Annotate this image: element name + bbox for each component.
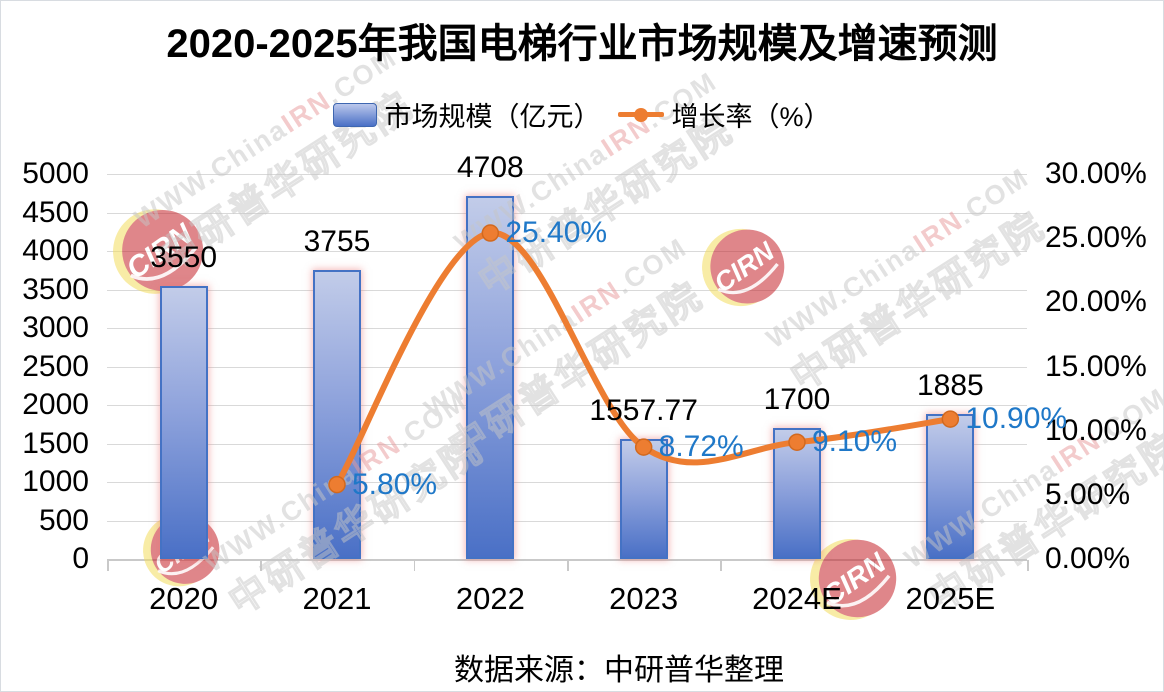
bar-2020 [159, 285, 208, 559]
legend-bar-label: 市场规模（亿元） [384, 102, 601, 132]
left-axis-tick-label: 1500 [22, 426, 89, 460]
right-axis-tick-label: 20.00% [1045, 285, 1147, 319]
legend: 市场规模（亿元） 增长率（%） [1, 95, 1163, 134]
line-marker-2022 [481, 224, 500, 242]
x-axis-tick [1027, 560, 1029, 571]
gridline [107, 251, 1027, 252]
right-axis-tick-label: 10.00% [1045, 413, 1147, 447]
line-marker-2025E [941, 410, 960, 428]
bar-value-label: 4708 [456, 151, 524, 185]
source-note: 数据来源：中研普华整理 [454, 654, 784, 687]
left-axis-tick-label: 5000 [22, 157, 89, 190]
left-axis-tick-label: 3000 [22, 311, 89, 344]
legend-item-growth-rate: 增长率（%） [618, 95, 831, 134]
line-value-label: 9.10% [812, 425, 898, 459]
gridline [107, 289, 1027, 291]
x-axis-tick [567, 560, 569, 571]
gridline [107, 443, 1027, 445]
line-value-label: 5.80% [352, 467, 438, 501]
x-axis-category-label: 2022 [455, 581, 525, 616]
right-axis-tick-label: 15.00% [1045, 349, 1147, 383]
x-axis-tick [107, 560, 109, 571]
legend-line-label: 增长率（%） [671, 102, 831, 132]
bar-value-label: 1700 [763, 383, 831, 417]
left-axis-tick-label: 1000 [22, 465, 89, 498]
gridline [107, 366, 1027, 368]
x-axis-category-label: 2020 [149, 581, 219, 616]
bar-2023 [619, 439, 668, 559]
left-axis-tick-label: 2000 [22, 388, 89, 421]
x-axis-category-label: 2021 [302, 581, 372, 616]
right-axis-tick-label: 25.00% [1045, 221, 1147, 255]
line-marker-2024E [788, 433, 806, 451]
gridline [107, 174, 1027, 175]
legend-item-market-size: 市场规模（亿元） [333, 95, 600, 134]
chart-title: 2020-2025年我国电梯行业市场规模及增速预测 [166, 22, 998, 66]
x-axis-category-label: 2024E [752, 581, 842, 616]
x-axis-category-label: 2023 [609, 581, 679, 616]
legend-line-marker-icon [618, 104, 665, 126]
gridline [107, 405, 1027, 406]
x-axis-tick [720, 560, 722, 571]
right-axis-tick-label: 0.00% [1045, 542, 1131, 575]
line-value-label: 25.40% [505, 216, 608, 250]
bar-2022 [466, 196, 515, 559]
x-axis-category-label: 2025E [905, 581, 996, 616]
legend-bar-swatch-icon [333, 102, 378, 127]
right-axis-tick-label: 5.00% [1045, 477, 1131, 511]
left-axis-tick-label: 500 [38, 503, 89, 537]
line-value-label: 8.72% [658, 430, 744, 464]
bar-value-label: 3755 [303, 224, 371, 258]
gridline [107, 212, 1027, 214]
x-axis-tick [260, 560, 262, 571]
left-axis-tick-label: 3500 [22, 272, 89, 306]
line-value-label: 10.90% [965, 402, 1068, 436]
left-axis-tick-label: 2500 [22, 349, 89, 383]
left-axis-tick-label: 4500 [22, 195, 89, 229]
line-path [334, 229, 954, 488]
x-axis-tick [413, 560, 416, 571]
left-axis-tick-label: 0 [72, 542, 89, 575]
bar-value-label: 3550 [150, 240, 218, 274]
left-axis-tick-label: 4000 [22, 234, 89, 267]
bar-2025E [926, 413, 975, 559]
bar-value-label: 1557.77 [589, 394, 698, 428]
bar-2021 [313, 269, 361, 559]
gridline [107, 482, 1027, 483]
line-marker-2021 [328, 475, 346, 494]
bar-value-label: 1885 [916, 368, 984, 402]
line-marker-2023 [634, 438, 653, 456]
right-axis-tick-label: 30.00% [1045, 157, 1147, 190]
gridline [107, 520, 1027, 522]
